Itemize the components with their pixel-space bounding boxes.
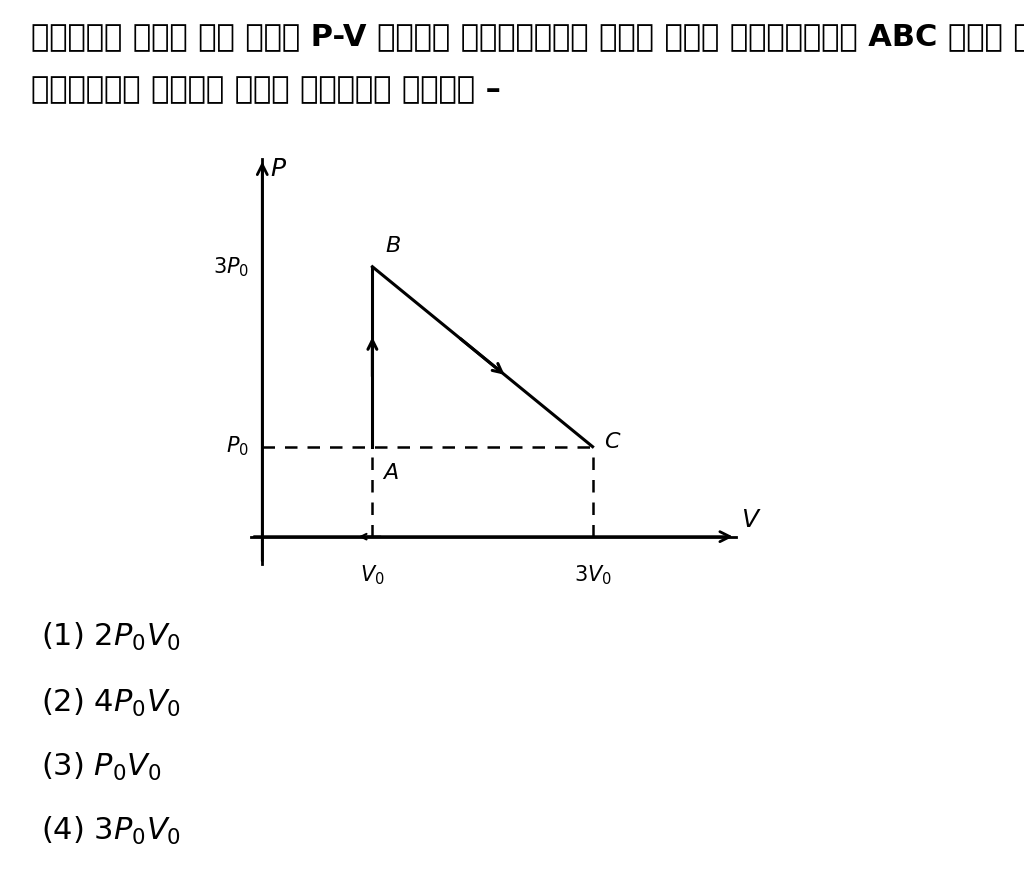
Text: $3V_0$: $3V_0$ xyxy=(573,564,611,588)
Text: C: C xyxy=(603,433,620,452)
Text: $3P_0$: $3P_0$ xyxy=(213,255,249,278)
Text: $P$: $P$ xyxy=(270,157,287,181)
Text: (4) $3P_0V_0$: (4) $3P_0V_0$ xyxy=(41,815,181,847)
Text: (3) $P_0V_0$: (3) $P_0V_0$ xyxy=(41,751,162,782)
Text: आदर्श गैस के लिए P-V आरेख दर्शाया गया है। प्रक्रम ABC में गैस: आदर्श गैस के लिए P-V आरेख दर्शाया गया है… xyxy=(31,22,1024,51)
Text: $P_0$: $P_0$ xyxy=(226,435,249,458)
Text: B: B xyxy=(386,236,400,256)
Text: द्वारा किया गया कार्य होगा –: द्वारा किया गया कार्य होगा – xyxy=(31,75,501,104)
Text: (2) $4P_0V_0$: (2) $4P_0V_0$ xyxy=(41,687,181,719)
Text: A: A xyxy=(383,463,398,483)
Text: $V$: $V$ xyxy=(741,508,762,532)
Text: $V_0$: $V_0$ xyxy=(360,564,385,588)
Text: (1) $2P_0V_0$: (1) $2P_0V_0$ xyxy=(41,621,181,653)
